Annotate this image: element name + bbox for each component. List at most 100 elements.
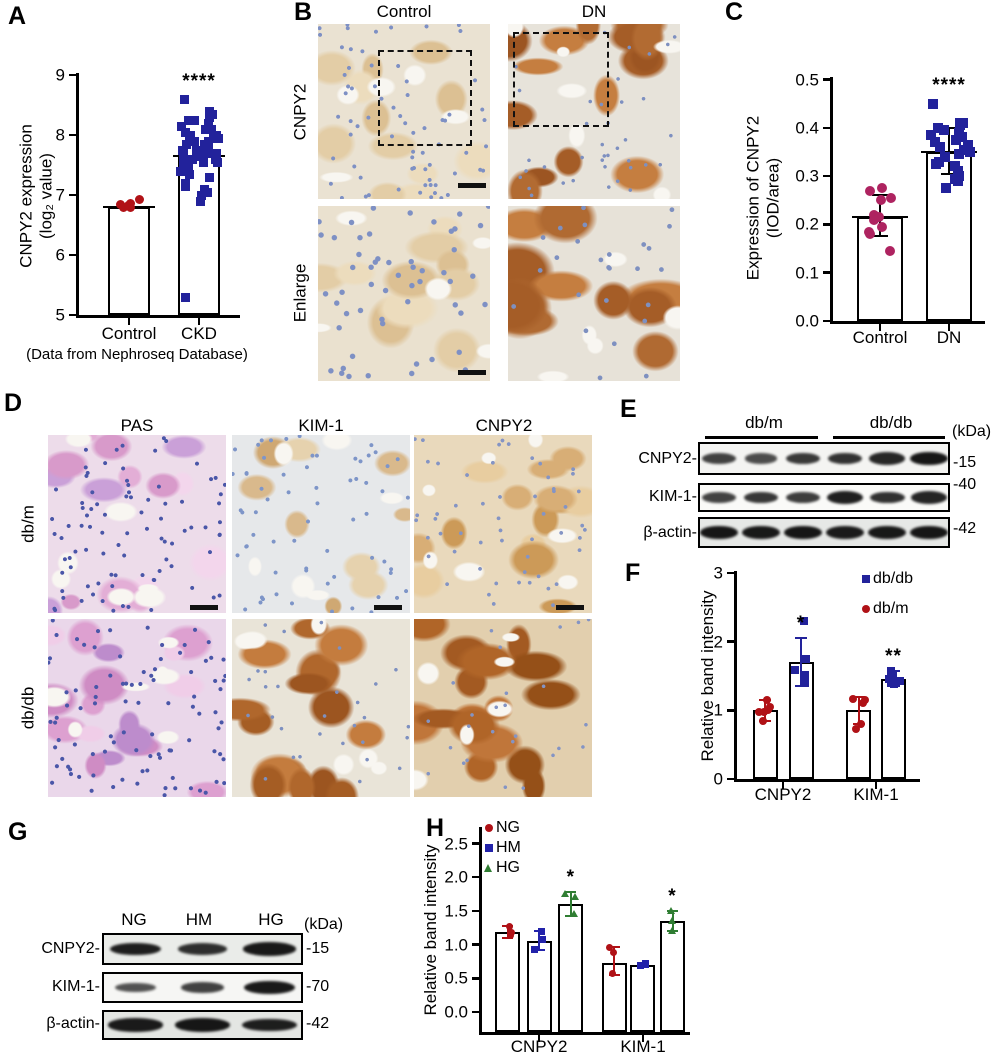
error-bar-cap — [872, 235, 888, 238]
error-bar-cap — [852, 695, 865, 698]
y-axis — [479, 827, 482, 1035]
blot-g-lane-ng: NG — [121, 910, 147, 929]
blot-e-kda-40: -40 — [953, 476, 977, 493]
blot-band — [786, 491, 820, 504]
blot-band — [785, 452, 821, 465]
data-point — [539, 936, 547, 944]
blot-e-label-cnpy2: CNPY2- — [638, 450, 697, 467]
y-tick — [823, 271, 830, 274]
bar-db/db-KIM-1 — [881, 679, 906, 779]
scale-bar — [458, 370, 486, 375]
bar-HG-CNPY2 — [558, 904, 584, 1032]
y-tick — [472, 909, 479, 913]
data-point — [938, 125, 949, 136]
data-point — [801, 670, 810, 679]
blot-e-label-actin: β-actin- — [643, 524, 697, 541]
blot-band — [243, 942, 296, 956]
blot-band — [742, 525, 780, 540]
x-tick — [197, 318, 201, 325]
blot-e-group-dbdb: db/db — [869, 413, 913, 432]
data-point — [637, 961, 645, 969]
data-point — [642, 961, 650, 969]
data-point — [609, 949, 617, 957]
data-point — [864, 229, 875, 240]
data-point — [180, 181, 190, 191]
y-tick-label: 0.5 — [795, 70, 819, 89]
bar-HG-KIM-1 — [660, 921, 685, 1032]
data-point — [956, 132, 967, 143]
data-point — [212, 148, 222, 158]
y-tick-label: 0.1 — [795, 263, 819, 283]
bar-HM-CNPY2 — [526, 940, 552, 1032]
blot-band — [244, 980, 295, 995]
y-tick — [727, 571, 734, 575]
significance-mark: * — [566, 867, 575, 889]
data-point — [175, 166, 185, 176]
error-bar-cap — [533, 948, 545, 951]
data-point — [874, 212, 885, 223]
blot-g-lane-hm: HM — [185, 910, 213, 929]
blot-g-label-actin: β-actin- — [46, 1015, 100, 1032]
category-label-KIM-1: KIM-1 — [853, 785, 899, 804]
y-tick-label: 0.4 — [795, 118, 819, 138]
data-point — [208, 133, 218, 143]
data-point — [505, 922, 513, 930]
x-tick — [127, 318, 131, 325]
error-bar — [538, 931, 540, 950]
y-axis — [76, 73, 79, 318]
data-point — [485, 824, 493, 832]
blot-g-kda-label: (kDa) — [304, 916, 344, 933]
panel-a-caption: (Data from Nephroseq Database) — [26, 346, 248, 363]
blot-g-kda-42: -42 — [306, 1015, 330, 1032]
y-tick-label: 2.0 — [444, 867, 468, 887]
error-bar — [800, 638, 802, 687]
blot-e-kda-label: (kDa) — [952, 423, 992, 440]
data-point — [605, 944, 613, 952]
significance-mark: **** — [932, 75, 966, 96]
blot-band — [869, 491, 905, 504]
blot-e-label-kim1: KIM-1- — [649, 488, 697, 505]
data-point — [851, 724, 860, 733]
data-point — [889, 680, 898, 689]
category-label-CNPY2: CNPY2 — [754, 785, 812, 804]
data-point — [941, 183, 952, 194]
roi-dashed-box-control — [378, 50, 472, 146]
legend-label-HM: HM — [496, 839, 521, 856]
blot-band — [784, 525, 822, 540]
bar-Control — [108, 207, 150, 315]
legend-label-db/m: db/m — [873, 600, 909, 617]
micrograph-d-dbdb-kim1 — [232, 619, 410, 797]
blot-band — [910, 525, 948, 540]
category-label-KIM-1: KIM-1 — [620, 1037, 666, 1056]
data-point — [571, 892, 579, 900]
y-tick-label: 2 — [713, 632, 723, 652]
blot-g-kda-15: -15 — [306, 940, 330, 957]
data-point — [954, 120, 965, 131]
x-axis — [76, 315, 240, 318]
data-point — [204, 172, 214, 182]
x-axis — [479, 1032, 690, 1035]
y-tick — [823, 174, 830, 178]
data-point — [933, 122, 944, 133]
error-bar — [857, 696, 860, 725]
data-point — [928, 98, 939, 109]
data-point — [608, 970, 616, 978]
data-point — [484, 863, 493, 872]
x-axis — [830, 321, 985, 324]
data-point — [201, 124, 211, 134]
data-point — [184, 154, 194, 164]
category-label-Control: Control — [101, 324, 157, 343]
y-tick — [69, 253, 76, 257]
blot-e-box-actin — [698, 517, 950, 548]
micrograph-d-dbm-cnpy2 — [414, 435, 592, 613]
x-tick — [781, 782, 785, 789]
y-tick — [69, 313, 76, 317]
data-point — [196, 190, 206, 200]
y-tick — [69, 133, 76, 137]
significance-mark: * — [668, 885, 677, 907]
data-point — [953, 149, 964, 160]
category-label-DN: DN — [936, 328, 962, 347]
error-bar-cap — [608, 946, 620, 949]
category-label-CKD: CKD — [181, 324, 217, 343]
significance-mark: **** — [182, 71, 216, 92]
